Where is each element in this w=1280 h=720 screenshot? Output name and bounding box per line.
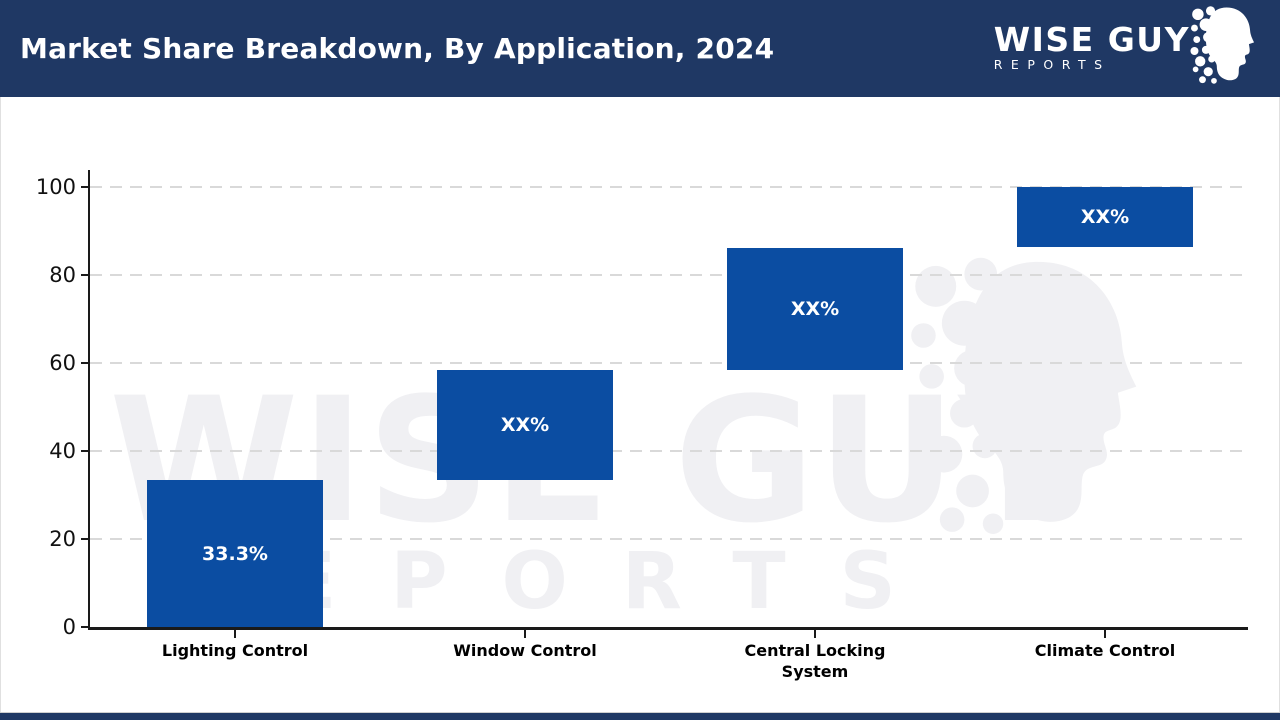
bar-value-label: XX% <box>790 298 840 321</box>
bar-segment: 33.3% <box>147 480 323 627</box>
bar-value-label: XX% <box>1080 205 1130 228</box>
page-title: Market Share Breakdown, By Application, … <box>20 32 775 65</box>
y-tick-label-20: 20 <box>49 527 76 551</box>
y-tick-60 <box>81 362 88 364</box>
gridline-20 <box>90 538 1250 540</box>
brand-logo-text: WISE GUY REPORTS <box>994 23 1190 72</box>
bar-value-label: 33.3% <box>202 542 268 565</box>
bar-segment: XX% <box>437 370 613 481</box>
brand-logo: WISE GUY REPORTS <box>994 4 1268 90</box>
x-axis-spine <box>88 627 1248 630</box>
gridline-60 <box>90 362 1250 364</box>
brand-subtext: REPORTS <box>993 56 1111 72</box>
y-tick-label-80: 80 <box>49 263 76 287</box>
x-category-label: Climate Control <box>1034 641 1176 660</box>
y-tick-40 <box>81 450 88 452</box>
x-tick <box>234 630 236 638</box>
y-tick-label-60: 60 <box>49 351 76 375</box>
bar-segment: XX% <box>727 247 903 371</box>
footer-bar <box>0 713 1280 720</box>
x-category-label: Central Locking System <box>744 641 886 681</box>
header: Market Share Breakdown, By Application, … <box>0 0 1280 97</box>
footer-divider <box>0 712 1280 713</box>
x-tick <box>524 630 526 638</box>
brand-wordmark: WISE GUY <box>993 19 1190 59</box>
bar-segment: XX% <box>1017 187 1193 247</box>
y-tick-80 <box>81 274 88 276</box>
y-tick-label-0: 0 <box>62 615 76 639</box>
y-tick-20 <box>81 538 88 540</box>
brand-head-icon <box>1190 6 1255 84</box>
y-tick-label-40: 40 <box>49 439 76 463</box>
x-category-label: Window Control <box>453 641 597 660</box>
watermark-head-icon <box>909 257 1137 534</box>
y-axis-spine <box>88 170 90 629</box>
y-tick-100 <box>81 186 88 188</box>
x-tick <box>1104 630 1106 638</box>
gridline-40 <box>90 450 1250 452</box>
bar-value-label: XX% <box>500 414 550 437</box>
y-tick-0 <box>81 626 88 628</box>
gridline-80 <box>90 274 1250 276</box>
x-category-label: Lighting Control <box>161 641 309 660</box>
gridline-100 <box>90 186 1250 188</box>
x-tick <box>814 630 816 638</box>
y-tick-label-100: 100 <box>35 175 76 199</box>
